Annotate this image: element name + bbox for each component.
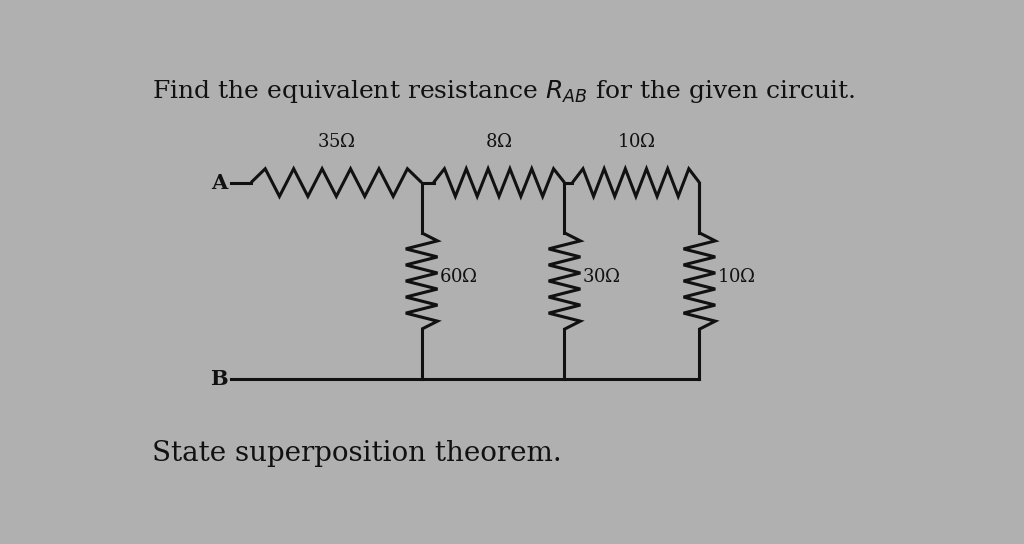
- Text: 10$\mathregular{\Omega}$: 10$\mathregular{\Omega}$: [717, 268, 756, 286]
- Text: 10$\mathregular{\Omega}$: 10$\mathregular{\Omega}$: [616, 133, 655, 151]
- Text: B: B: [210, 369, 227, 390]
- Text: 30$\mathregular{\Omega}$: 30$\mathregular{\Omega}$: [582, 268, 621, 286]
- Text: 8$\mathregular{\Omega}$: 8$\mathregular{\Omega}$: [485, 133, 513, 151]
- Text: Find the equivalent resistance $R_{AB}$ for the given circuit.: Find the equivalent resistance $R_{AB}$ …: [152, 78, 855, 105]
- Text: 35$\mathregular{\Omega}$: 35$\mathregular{\Omega}$: [317, 133, 355, 151]
- Text: 60$\mathregular{\Omega}$: 60$\mathregular{\Omega}$: [439, 268, 478, 286]
- Text: A: A: [211, 172, 227, 193]
- Text: State superposition theorem.: State superposition theorem.: [152, 441, 561, 467]
